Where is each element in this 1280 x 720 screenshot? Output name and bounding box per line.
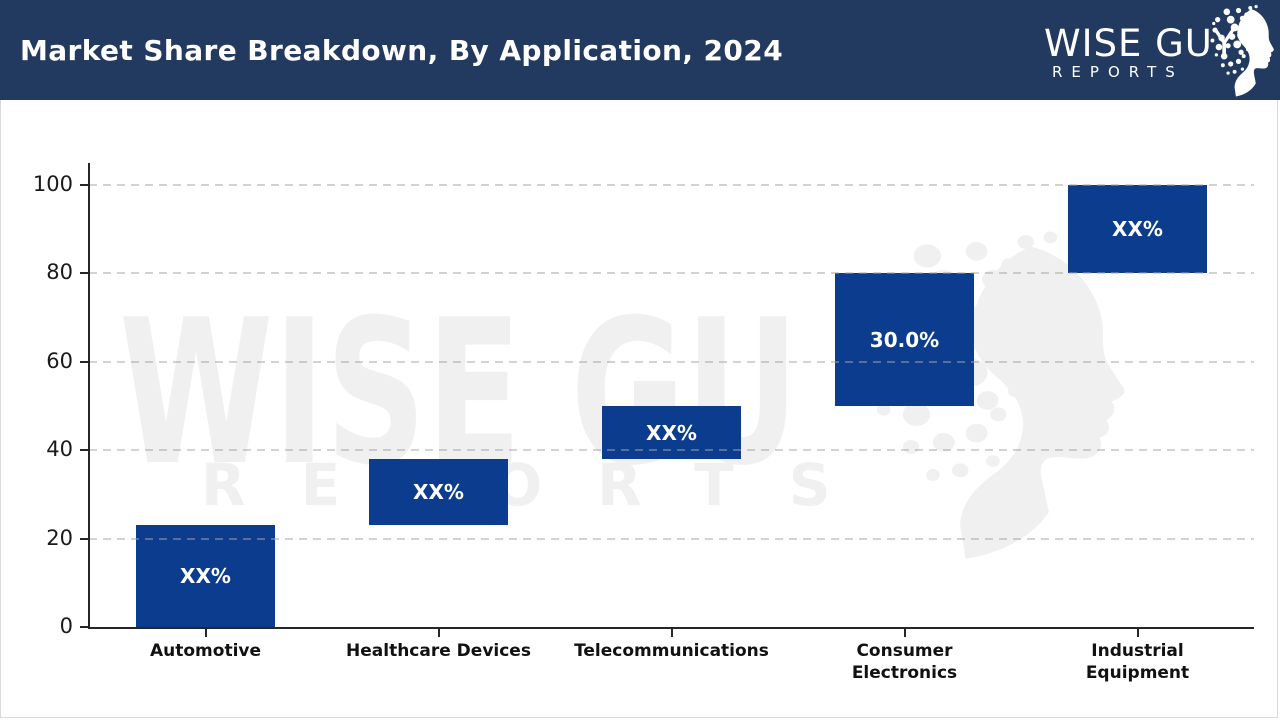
x-category-label: Telecommunications: [574, 641, 769, 661]
y-tick-label: 20: [46, 525, 73, 550]
watermark: WISE GU REPORTS: [119, 231, 1125, 559]
y-tick-label: 0: [59, 614, 73, 638]
brand-wordmark: WISE GUY: [1044, 22, 1237, 65]
x-tick-mark: [903, 629, 906, 637]
y-tick-mark: [80, 184, 89, 186]
gridline: [89, 184, 1254, 186]
brand-head-icon: [1210, 4, 1274, 97]
x-tick-mark: [1136, 629, 1139, 637]
bar-value-label: XX%: [180, 564, 231, 589]
y-tick-mark: [80, 272, 89, 275]
brand-subtitle: REPORTS: [1052, 63, 1184, 81]
y-tick-mark: [80, 449, 89, 452]
x-axis: [88, 627, 1254, 629]
y-axis: [88, 163, 90, 629]
bar-value-label: XX%: [1112, 217, 1163, 242]
y-tick-label: 40: [46, 437, 73, 462]
chart-card: WISE GU REPORTS XX% XX% XX% 30.0% XX% 0 20 40 60…: [0, 100, 1278, 718]
x-category-label: Consumer Electronics: [851, 641, 958, 683]
y-tick-label: 100: [32, 172, 73, 196]
chart-area: XX% XX% XX% 30.0% XX% 0 20 40 60 80 100 Automotive H…: [1, 100, 1279, 717]
x-category-label: Healthcare Devices: [346, 641, 531, 661]
y-tick-mark: [80, 537, 89, 540]
bar-healthcare-devices: [369, 459, 508, 526]
bar-value-label: XX%: [413, 480, 464, 505]
bar-industrial-equipment: [1068, 185, 1207, 274]
bar-automotive: [136, 525, 275, 627]
header-bar: Market Share Breakdown, By Application, …: [0, 0, 1280, 100]
watermark-subtitle: REPORTS: [201, 451, 886, 519]
bar-consumer-electronics: [835, 273, 974, 406]
x-category-label: Industrial Equipment: [1085, 641, 1190, 683]
bar-value-label: 30.0%: [869, 327, 940, 352]
page-title: Market Share Breakdown, By Application, …: [20, 33, 784, 67]
gridline: [89, 537, 1254, 540]
y-tick-mark: [80, 626, 89, 628]
brand-logo: WISE GUY REPORTS: [1030, 0, 1280, 100]
y-tick-mark: [80, 360, 89, 363]
bar-value-label: XX%: [646, 420, 697, 445]
x-tick-mark: [437, 629, 440, 637]
gridline: [89, 272, 1254, 275]
x-category-label: Automotive: [149, 641, 262, 661]
gridline: [89, 449, 1254, 452]
y-tick-label: 60: [46, 348, 73, 373]
y-tick-label: 80: [46, 260, 73, 285]
x-tick-mark: [204, 629, 207, 637]
gridline: [89, 360, 1254, 363]
x-tick-mark: [670, 629, 673, 637]
